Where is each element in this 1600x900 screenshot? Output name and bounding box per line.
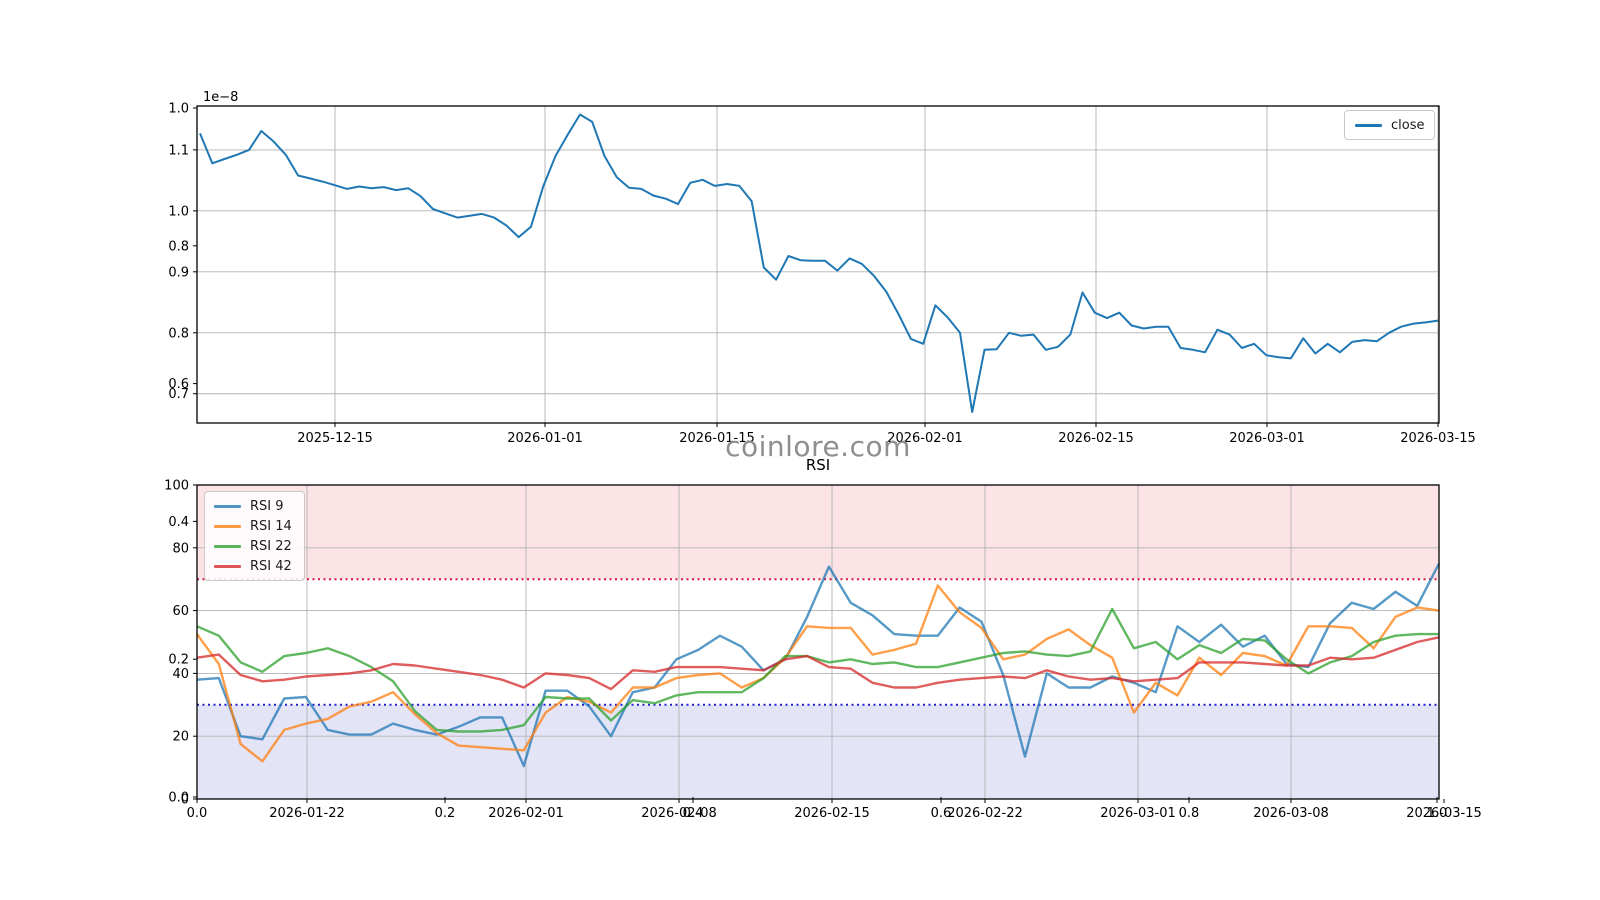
rsi-x-tick-label: 2026-03-08 [1253, 806, 1329, 821]
price-y-tick-label: 1.1 [168, 143, 189, 158]
price-axis-offset-label: 1e−8 [203, 90, 238, 105]
rsi-x-tick-label: 2026-02-22 [947, 806, 1023, 821]
legend-line-sample [214, 564, 241, 568]
rsi-line-rsi-9 [196, 562, 1441, 768]
price-y-tick-label: 1.0 [168, 204, 189, 219]
rsi-x-tick-label: 2026-02-08 [641, 806, 717, 821]
price-x-tick-label: 2026-03-01 [1229, 431, 1305, 446]
legend-line-sample [1355, 123, 1382, 127]
legend-label: RSI 14 [250, 518, 292, 534]
rsi-y-tick-label: 80 [172, 541, 189, 556]
rsi-line-rsi-42 [196, 636, 1440, 691]
overlay-y-tick-label: 0.6 [168, 377, 189, 392]
price-legend: close [1344, 110, 1436, 140]
rsi-x-tick-label: 2026-03-15 [1406, 806, 1482, 821]
rsi-x-tick-label: 2026-02-15 [794, 806, 870, 821]
legend-line-sample [214, 524, 241, 528]
legend-item-rsi-42: RSI 42 [214, 556, 292, 576]
rsi-x-tick-label: 2026-02-01 [488, 806, 564, 821]
overlay-y-tick-label: 0.0 [168, 791, 189, 806]
legend-label: RSI 22 [250, 538, 292, 554]
legend-label: RSI 9 [250, 498, 284, 514]
rsi-line-rsi-14 [196, 584, 1440, 763]
overlay-x-tick-label: 0.2 [435, 806, 456, 821]
price-y-tick-label: 0.9 [168, 265, 189, 280]
rsi-legend: RSI 9 RSI 14 RSI 22 RSI 42 [204, 491, 305, 581]
rsi-panel: 2026-01-22 2026-02-01 2026-02-08 2026-02-15… [164, 479, 1482, 822]
close-line [199, 113, 1439, 413]
rsi-panel-title: RSI [805, 456, 831, 474]
price-x-tick-label: 2026-02-01 [887, 431, 963, 446]
overlay-y-tick-label: 0.2 [168, 653, 189, 668]
oversold-band [197, 704, 1439, 799]
rsi-y-tick-label: 100 [164, 479, 189, 494]
legend-item-rsi-14: RSI 14 [214, 516, 292, 536]
overlay-x-tick-label: 1.0 [1427, 806, 1448, 821]
rsi-axes-box [196, 484, 1440, 800]
price-axes-box [196, 105, 1440, 424]
rsi-y-tick-label: 40 [172, 667, 189, 682]
overlay-y-tick-label: 1.0 [168, 102, 189, 117]
price-x-tick-label: 2026-01-01 [507, 431, 583, 446]
price-y-tick-label: 0.8 [168, 326, 189, 341]
price-panel: 2025-12-15 2026-01-01 2026-01-15 2026-02-01… [168, 90, 1475, 446]
price-x-tick-label: 2025-12-15 [297, 431, 373, 446]
rsi-y-tick-label: 60 [172, 604, 189, 619]
watermark: coinlore.com [725, 430, 911, 463]
legend-item-rsi-22: RSI 22 [214, 536, 292, 556]
rsi-line-rsi-22 [196, 607, 1439, 733]
overlay-y-tick-label: 0.4 [168, 515, 189, 530]
rsi-y-tick-label: 20 [172, 730, 189, 745]
legend-item-rsi-9: RSI 9 [214, 496, 292, 516]
price-x-tick-label: 2026-01-15 [679, 431, 755, 446]
rsi-x-tick-label: 2026-01-22 [269, 806, 345, 821]
overlay-x-tick-label: 0.6 [931, 806, 952, 821]
price-x-tick-label: 2026-02-15 [1058, 431, 1134, 446]
rsi-x-tick-label: 2026-03-01 [1100, 806, 1176, 821]
overlay-y-tick-label: 0.8 [168, 239, 189, 254]
legend-item-close: close [1355, 115, 1424, 135]
legend-label: RSI 42 [250, 558, 292, 574]
overlay-axis: 1.0 0.8 0.6 0.4 0.2 0.00.0 0.2 0.4 0.6 0.8 1.0 [168, 102, 1447, 822]
overbought-band [197, 485, 1439, 580]
legend-line-sample [214, 544, 241, 548]
price-x-tick-label: 2026-03-15 [1400, 431, 1476, 446]
rsi-y-tick-label: 0 [181, 793, 189, 808]
price-y-tick-label: 0.7 [168, 387, 189, 402]
overlay-x-tick-label: 0.8 [1179, 806, 1200, 821]
legend-label: close [1391, 117, 1425, 133]
legend-line-sample [214, 504, 241, 508]
overlay-x-tick-label: 0.0 [187, 806, 208, 821]
overlay-x-tick-label: 0.4 [683, 806, 704, 821]
